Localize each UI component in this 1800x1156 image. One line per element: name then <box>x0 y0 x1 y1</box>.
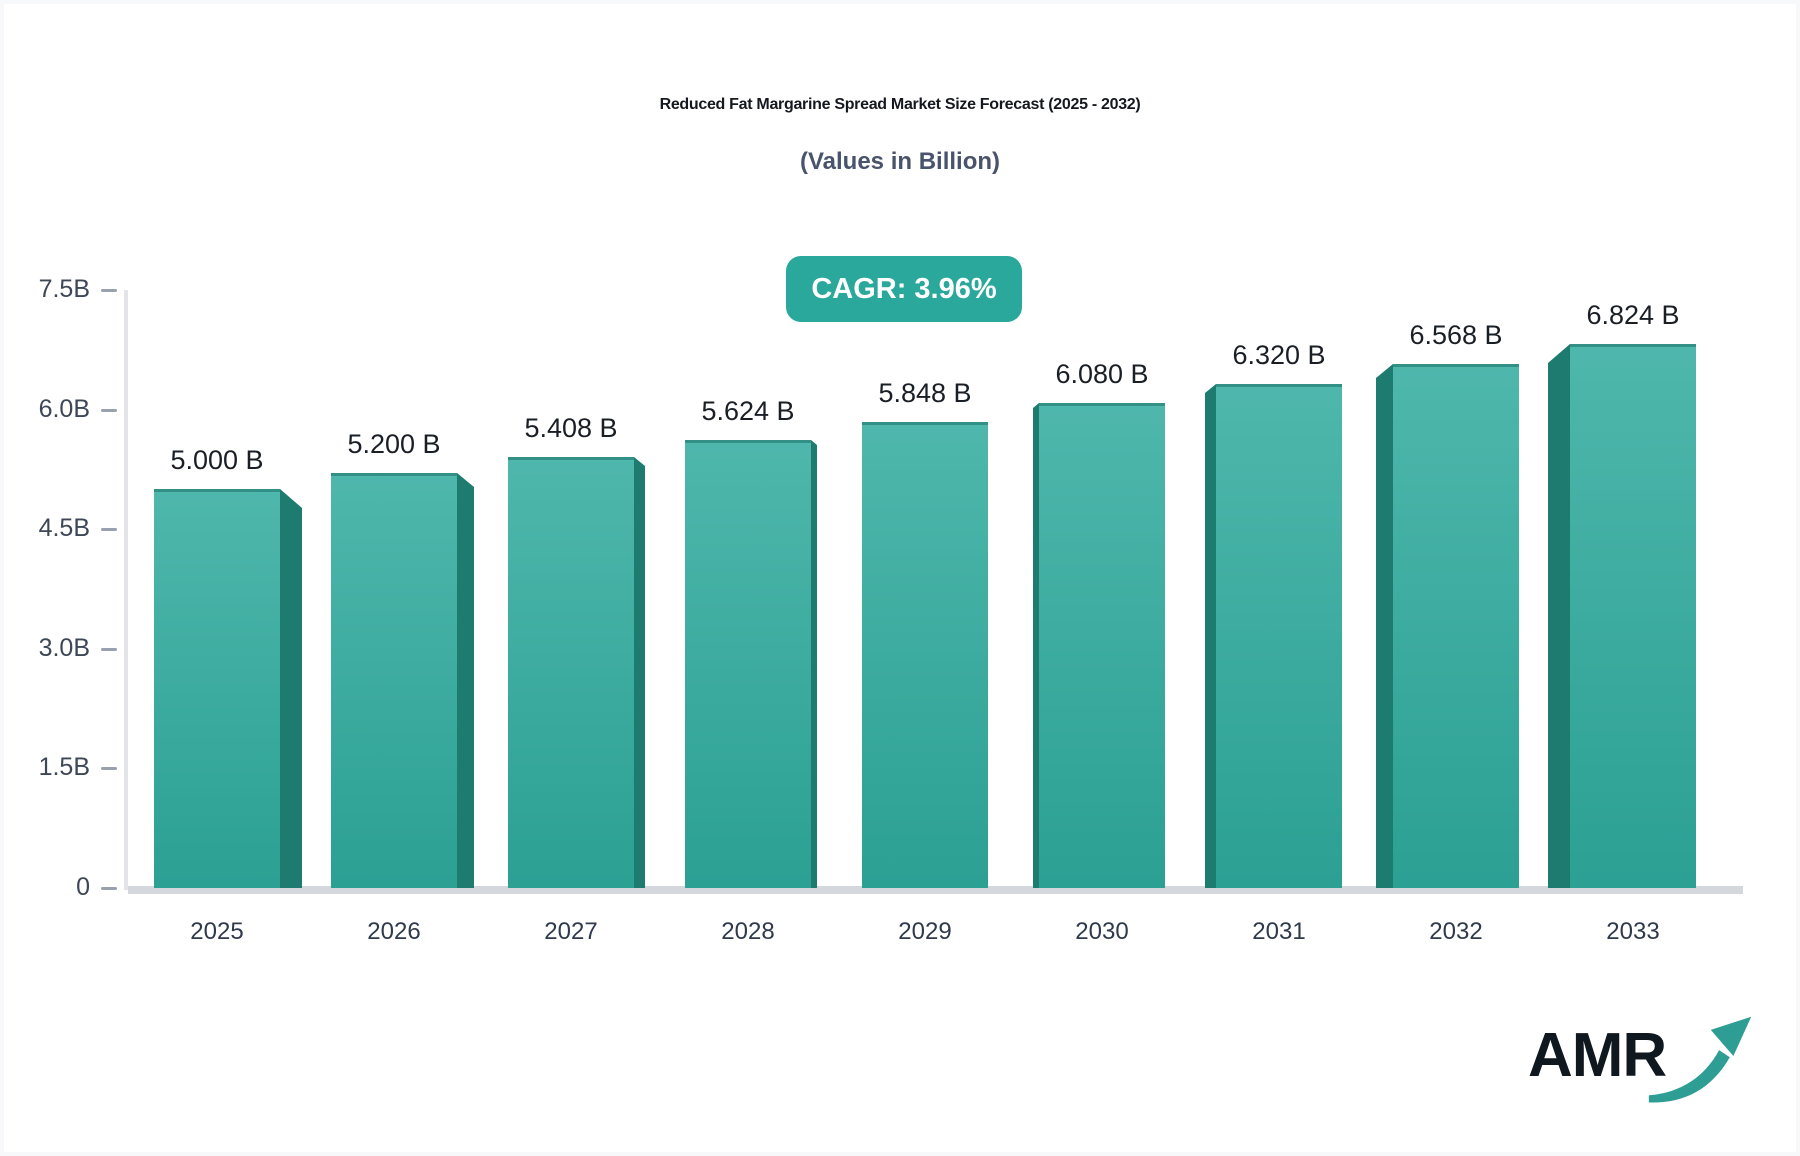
bar-value-label: 5.624 B <box>701 396 795 426</box>
bar-face <box>1039 403 1165 888</box>
bar-side-shadow <box>634 457 645 888</box>
bar-value-label: 6.824 B <box>1586 300 1680 330</box>
bar-face <box>685 440 811 888</box>
amr-logo-text: AMR <box>1528 1021 1667 1090</box>
cagr-badge-label: CAGR: 3.96% <box>811 272 997 305</box>
bar-value-label: 6.320 B <box>1232 340 1326 370</box>
bar-face <box>331 473 457 888</box>
bar-face <box>1570 344 1696 888</box>
x-axis-label-2032: 2032 <box>1429 918 1483 945</box>
cagr-badge: CAGR: 3.96% <box>786 256 1022 322</box>
x-axis-label-2030: 2030 <box>1075 918 1129 945</box>
amr-logo: AMR <box>1528 1006 1778 1126</box>
bar-side-shadow <box>811 440 817 888</box>
y-axis-tick <box>101 409 117 412</box>
x-axis-label-2026: 2026 <box>367 918 421 945</box>
x-axis-baseline <box>128 886 1743 894</box>
y-axis-tick <box>101 648 117 651</box>
bar-face <box>508 457 634 888</box>
bar-value-label: 6.080 B <box>1055 359 1149 389</box>
bar-side-shadow <box>1376 364 1393 888</box>
page-subtitle: (Values in Billion) <box>799 148 1001 175</box>
y-axis-tick <box>101 887 117 890</box>
y-axis-label-7.5B: 7.5B <box>38 275 90 303</box>
y-axis-label-3.0B: 3.0B <box>38 634 90 662</box>
bar-side-shadow <box>280 489 302 888</box>
x-axis-label-2031: 2031 <box>1252 918 1306 945</box>
bar-face <box>1393 364 1519 888</box>
y-axis-tick <box>101 528 117 531</box>
y-axis-tick <box>101 767 117 770</box>
y-axis-label-0: 0 <box>76 873 90 901</box>
bar-side-shadow <box>457 473 474 888</box>
bar-side-shadow <box>1205 384 1216 888</box>
y-axis-label-1.5B: 1.5B <box>38 753 90 781</box>
bar-face <box>154 489 280 888</box>
bar-value-label: 5.200 B <box>347 429 441 459</box>
y-axis-line <box>124 290 128 890</box>
growth-arrow-icon <box>1648 1016 1752 1103</box>
bar-value-label: 5.848 B <box>878 378 972 408</box>
plot-area <box>128 290 1743 894</box>
bar-value-label: 5.000 B <box>170 445 264 475</box>
bar-face <box>862 422 988 888</box>
bar-value-label: 6.568 B <box>1409 320 1503 350</box>
y-axis-tick <box>101 289 117 292</box>
bar-side-shadow <box>1033 403 1039 888</box>
page-title: Reduced Fat Margarine Spread Market Size… <box>659 96 1141 113</box>
x-axis-label-2025: 2025 <box>190 918 244 945</box>
bar-chart: 5.000 B 2025 5.200 B 2026 5.408 B 2027 5.624 B… <box>0 275 1800 990</box>
y-axis-label-4.5B: 4.5B <box>38 514 90 542</box>
x-axis-label-2033: 2033 <box>1606 918 1660 945</box>
bar-value-label: 5.408 B <box>524 413 618 443</box>
x-axis-label-2029: 2029 <box>898 918 952 945</box>
x-axis-label-2027: 2027 <box>544 918 598 945</box>
bar-face <box>1216 384 1342 888</box>
x-axis-label-2028: 2028 <box>721 918 775 945</box>
y-axis-label-6.0B: 6.0B <box>38 395 90 423</box>
bar-side-shadow <box>1548 344 1570 888</box>
